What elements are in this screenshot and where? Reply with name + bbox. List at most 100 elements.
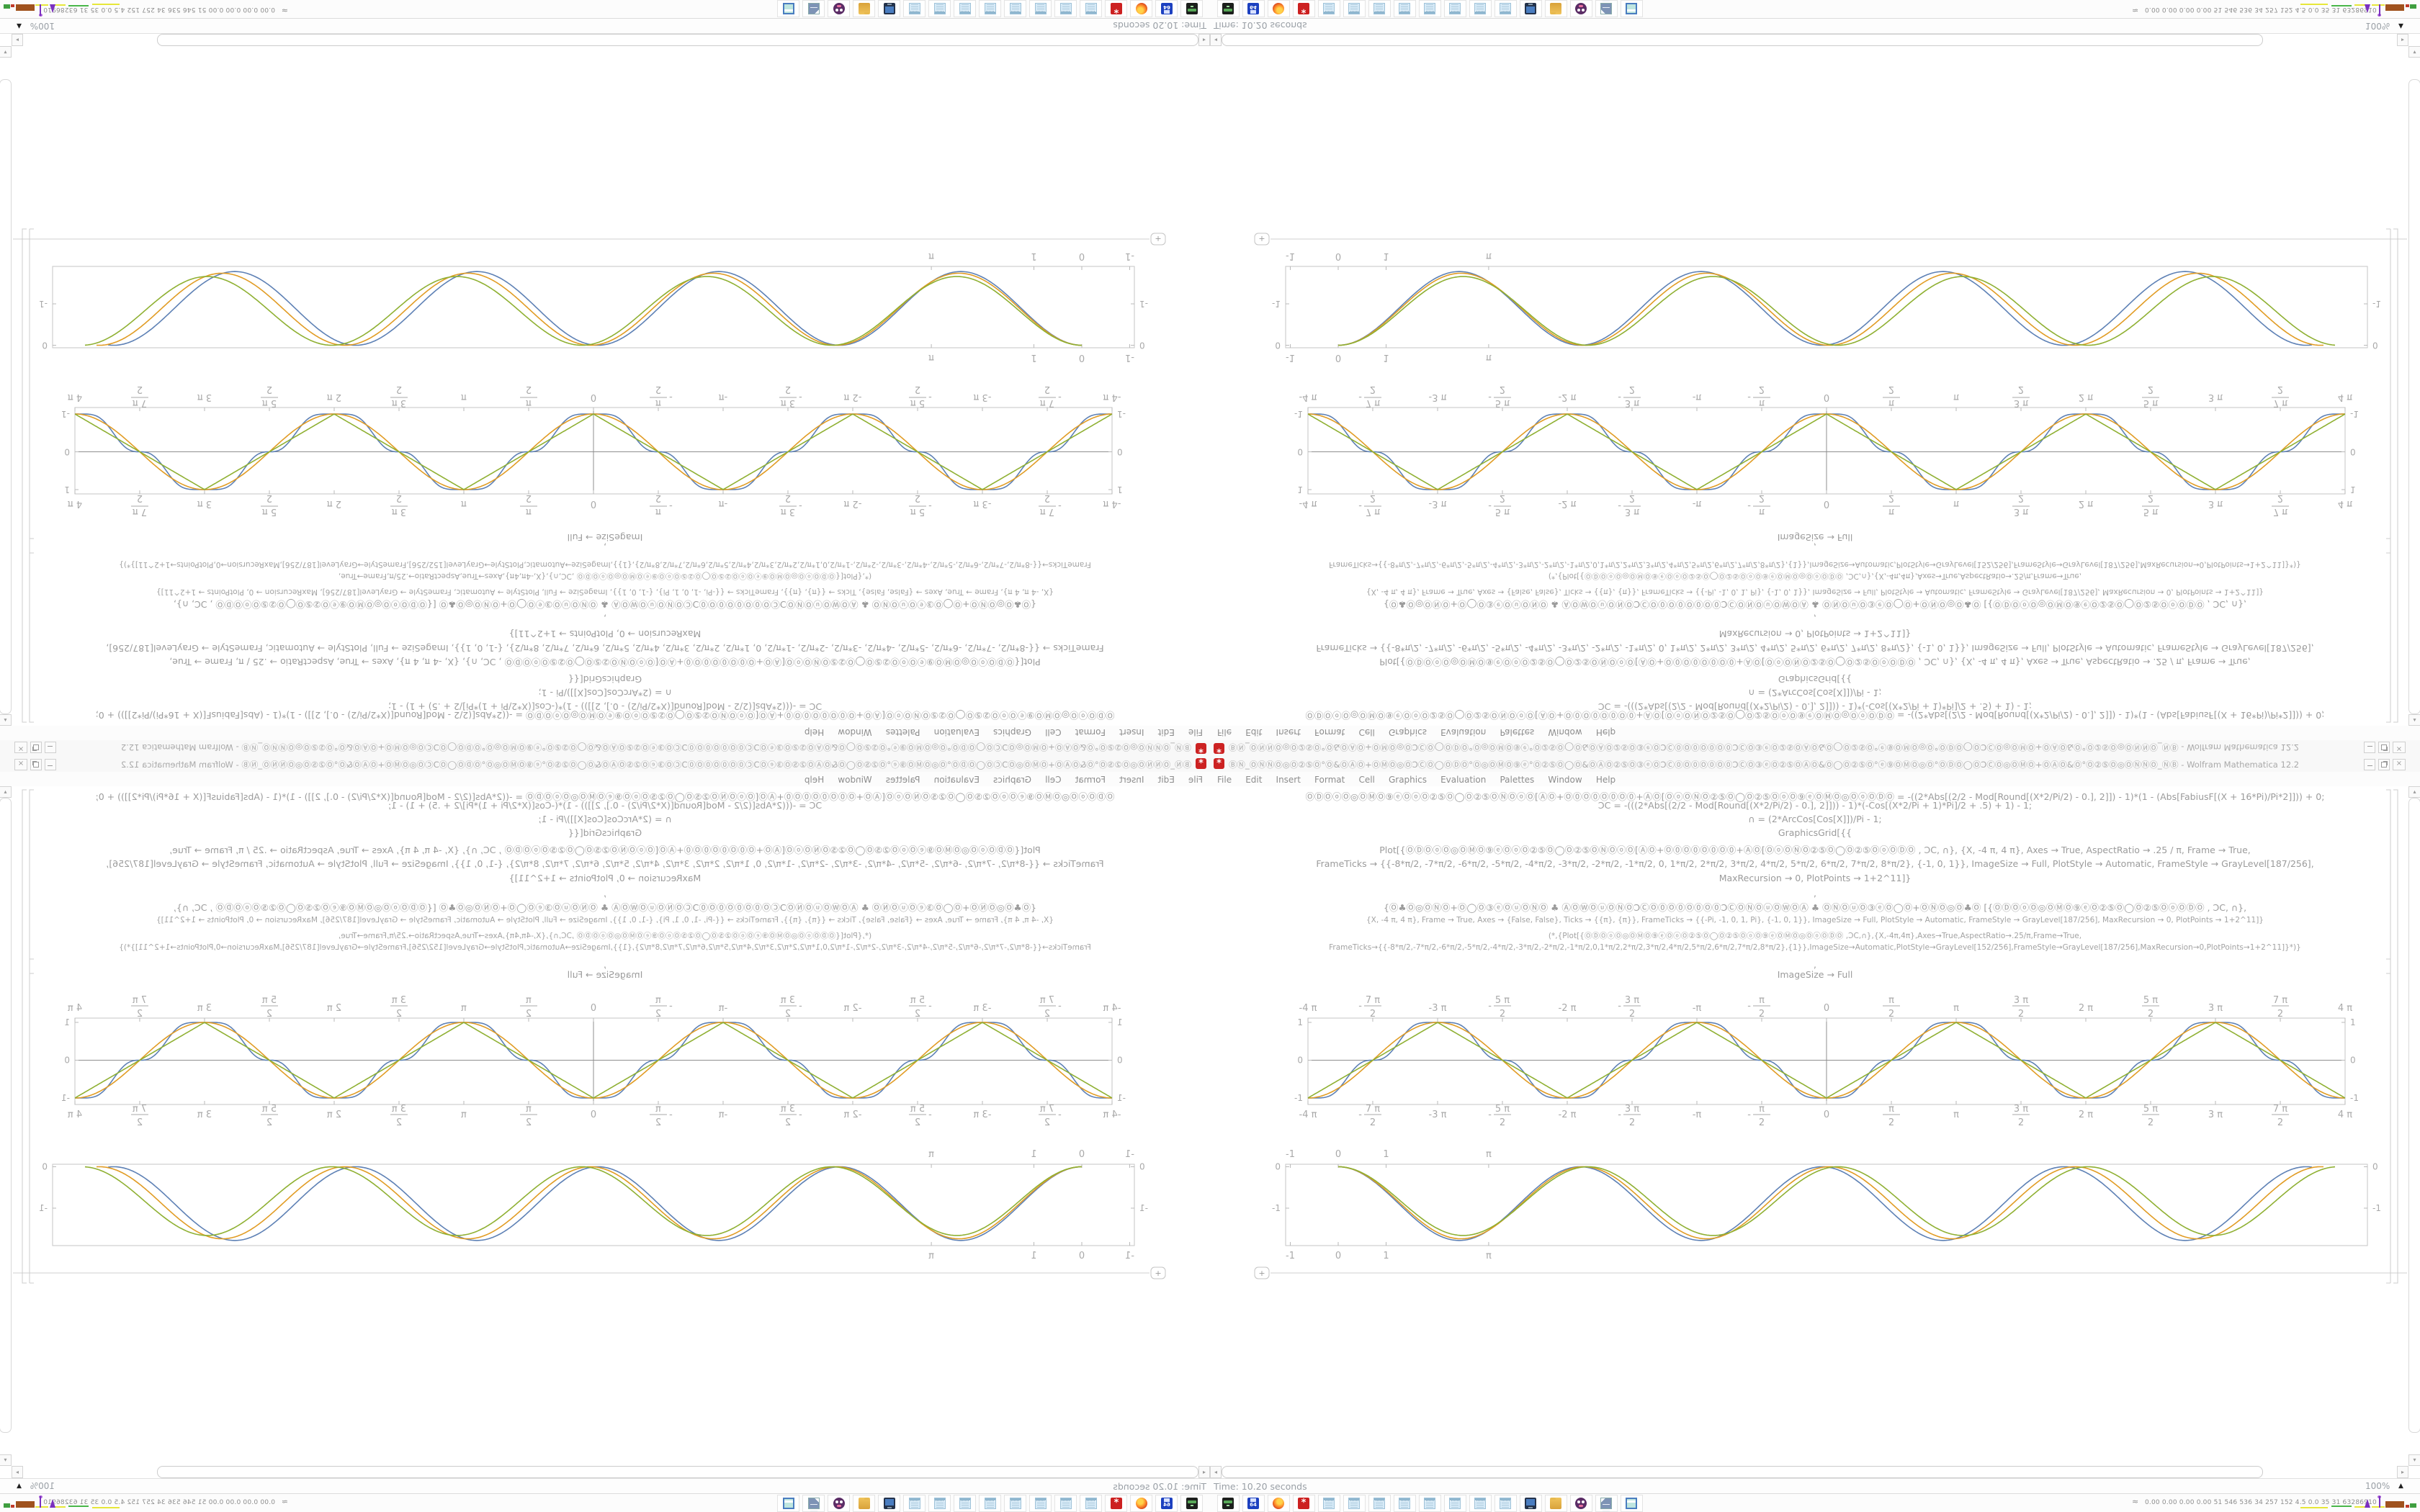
horizontal-scrollbar[interactable]: ◂ ▸ (0, 1465, 1210, 1478)
taskbar-item-notepad-6[interactable] (954, 1495, 976, 1512)
vertical-scrollbar[interactable]: ▴ ▾ (0, 786, 12, 1478)
taskbar-item-mathematica[interactable]: * (1105, 1495, 1127, 1512)
code-line-9[interactable]: {Ⓞ♣Ⓞ◎ⓄⓃⓄ+Ⓞ◯Ⓞ③ⓔⓄⓤⓄⓃⓄ ♣ ⒶⓄⓌⓄⓤⓄⓃⓄƆⒸⓄ⓪Ⓞ⓪Ⓞ⓪Ⓞ⓪… (1383, 902, 2247, 913)
menu-cell[interactable]: Cell (1045, 775, 1062, 785)
scroll-left-arrow[interactable]: ◂ (1198, 1466, 1210, 1478)
taskbar-item-notepad-7[interactable] (1469, 0, 1492, 17)
menu-window[interactable]: Window (838, 727, 872, 737)
taskbar-item-floppy64[interactable]: 64 (1242, 0, 1265, 17)
notebook-content[interactable]: ⓄⒹⓄⓞⓄ◎ⓄⓂⓄ⑨ⓔⓄⓞⓄ②⑤Ⓞ◯Ⓞ②⑤ⓄⓃⓄⓞⓄ[ⒶⓄ+Ⓞ⓪Ⓞ⓪Ⓞ⓪Ⓞ⓪+Ⓐ… (1210, 47, 2420, 726)
menu-edit[interactable]: Edit (1157, 727, 1175, 737)
taskbar-item-floppy64[interactable]: 64 (1242, 1495, 1265, 1512)
cell-insertion-bar[interactable]: + (1254, 1266, 2407, 1279)
menu-cell[interactable]: Cell (1045, 727, 1062, 737)
scroll-left-arrow[interactable]: ◂ (1198, 34, 1210, 46)
taskbar-item-notepad-5[interactable] (979, 1495, 1001, 1512)
window-titlebar[interactable]: * ⒷⓃ_ⓄⓃⓃⓄ◎Ⓞ②⑤Ⓞ°Ⓞ&ⓄⒶⓄ+ⓄⓂⓄ◎ⓄƆⒸⓄ◯ⓄⒹⓄ°Ⓞ◎ⓄⓂⓄ⑨… (0, 740, 1210, 756)
taskbar-item-monitor[interactable] (878, 0, 900, 17)
menu-graphics[interactable]: Graphics (1388, 727, 1427, 737)
taskbar-item-window[interactable] (777, 1495, 799, 1512)
menu-cell[interactable]: Cell (1358, 775, 1375, 785)
taskbar-item-firefox[interactable] (1268, 0, 1290, 17)
taskbar-item-notepad-5[interactable] (979, 0, 1001, 17)
taskbar-item-notepad-1[interactable] (1080, 1495, 1102, 1512)
scroll-right-arrow[interactable]: ▸ (2397, 34, 2408, 46)
code-line-14[interactable]: ImageSize → Full (1777, 969, 1853, 980)
taskbar-item-folder[interactable] (853, 1495, 875, 1512)
taskbar-item-notepad-4[interactable] (1004, 1495, 1026, 1512)
cell-insertion-bar[interactable]: + (1254, 233, 2407, 246)
menu-palettes[interactable]: Palettes (1500, 727, 1535, 737)
restore-button[interactable] (2378, 759, 2390, 770)
taskbar-item-notepad-1[interactable] (1080, 0, 1102, 17)
magnification-control[interactable]: 100% (30, 21, 55, 31)
menu-palettes[interactable]: Palettes (885, 775, 920, 785)
scroll-left-arrow[interactable]: ◂ (1210, 1466, 1222, 1478)
taskbar-item-owl[interactable] (1570, 1495, 1592, 1512)
taskbar-item-notepad-7[interactable] (928, 0, 951, 17)
close-button[interactable]: × (2393, 742, 2406, 753)
taskbar-item-owl[interactable] (1570, 0, 1592, 17)
menu-evaluation[interactable]: Evaluation (1440, 775, 1487, 785)
menu-help[interactable]: Help (1595, 775, 1616, 785)
menu-insert[interactable]: Insert (1119, 727, 1144, 737)
taskbar-item-notepad-4[interactable] (1394, 1495, 1416, 1512)
cell-insertion-bar[interactable]: + (13, 1266, 1166, 1279)
cell-bracket-group[interactable] (2386, 228, 2398, 723)
magnification-control[interactable]: 100% (30, 1481, 55, 1491)
scroll-left-arrow[interactable]: ◂ (1210, 34, 1222, 46)
magnification-control[interactable]: 100% (2365, 1481, 2390, 1491)
cell-bracket-group[interactable] (22, 789, 34, 1284)
scroll-down-arrow[interactable]: ▾ (2408, 46, 2420, 58)
horizontal-scroll-thumb[interactable] (1222, 1466, 2263, 1478)
menu-evaluation[interactable]: Evaluation (933, 727, 980, 737)
window-titlebar[interactable]: * ⒷⓃ_ⓄⓃⓃⓄ◎Ⓞ②⑤Ⓞ°Ⓞ&ⓄⒶⓄ+ⓄⓂⓄ◎ⓄƆⒸⓄ◯ⓄⒹⓄ°Ⓞ◎ⓄⓂⓄ⑨… (0, 756, 1210, 772)
menu-edit[interactable]: Edit (1157, 775, 1175, 785)
vertical-scrollbar[interactable]: ▴ ▾ (2408, 786, 2420, 1478)
scroll-down-arrow[interactable]: ▾ (0, 1454, 12, 1466)
code-line-13[interactable]: , (1814, 959, 1816, 970)
taskbar-item-firefox[interactable] (1130, 0, 1152, 17)
menu-palettes[interactable]: Palettes (1500, 775, 1535, 785)
taskbar-item-window[interactable] (1621, 1495, 1643, 1512)
magnification-spinner-icon[interactable]: ▲ (17, 22, 22, 30)
menu-file[interactable]: File (1188, 775, 1203, 785)
code-line-12[interactable]: FrameTicks→{{-8*π/2,-7*π/2,-6*π/2,-5*π/2… (1329, 943, 2301, 952)
taskbar-item-window[interactable] (1621, 0, 1643, 17)
scroll-up-arrow[interactable]: ▴ (2408, 786, 2420, 798)
vertical-scrollbar[interactable]: ▴ ▾ (0, 34, 12, 726)
taskbar-item-drive[interactable] (1217, 1495, 1240, 1512)
menu-window[interactable]: Window (1548, 775, 1582, 785)
scroll-right-arrow[interactable]: ▸ (2397, 1466, 2408, 1478)
taskbar-item-notepad-8[interactable] (1494, 0, 1517, 17)
taskbar-item-notepad-5[interactable] (1419, 0, 1441, 17)
menu-format[interactable]: Format (1314, 727, 1345, 737)
code-line-10[interactable]: {X, -4 π, 4 π}, Frame → True, Axes → {Fa… (1366, 916, 2264, 924)
taskbar-item-folder[interactable] (853, 0, 875, 17)
menu-insert[interactable]: Insert (1119, 775, 1144, 785)
taskbar-item-firefox[interactable] (1268, 1495, 1290, 1512)
menu-palettes[interactable]: Palettes (885, 727, 920, 737)
menu-cell[interactable]: Cell (1358, 727, 1375, 737)
menu-format[interactable]: Format (1075, 727, 1106, 737)
taskbar-item-owl[interactable] (828, 1495, 850, 1512)
menu-file[interactable]: File (1188, 727, 1203, 737)
close-button[interactable]: × (2393, 759, 2406, 770)
scroll-down-arrow[interactable]: ▾ (0, 46, 12, 58)
minimize-button[interactable] (2364, 742, 2375, 753)
scroll-down-arrow[interactable]: ▾ (2408, 1454, 2420, 1466)
menu-graphics[interactable]: Graphics (1388, 775, 1427, 785)
vertical-scroll-thumb[interactable] (2408, 79, 2420, 714)
taskbar-item-drive[interactable] (1180, 1495, 1203, 1512)
cell-insertion-bar[interactable]: + (13, 233, 1166, 246)
taskbar-item-notepad-2[interactable] (1343, 1495, 1366, 1512)
code-line-2[interactable]: ƆC = -(((2*Abs[(2/2 - Mod[Round[(X*2/Pi/… (1597, 800, 2033, 811)
scroll-up-arrow[interactable]: ▴ (2408, 714, 2420, 726)
scroll-right-arrow[interactable]: ▸ (12, 34, 23, 46)
taskbar-item-drive[interactable] (1180, 0, 1203, 17)
menu-edit[interactable]: Edit (1245, 775, 1263, 785)
taskbar-item-floppy64[interactable]: 64 (1155, 0, 1178, 17)
menu-file[interactable]: File (1217, 727, 1232, 737)
vertical-scrollbar[interactable]: ▴ ▾ (2408, 34, 2420, 726)
taskbar-item-scroll-doc[interactable] (802, 0, 825, 17)
